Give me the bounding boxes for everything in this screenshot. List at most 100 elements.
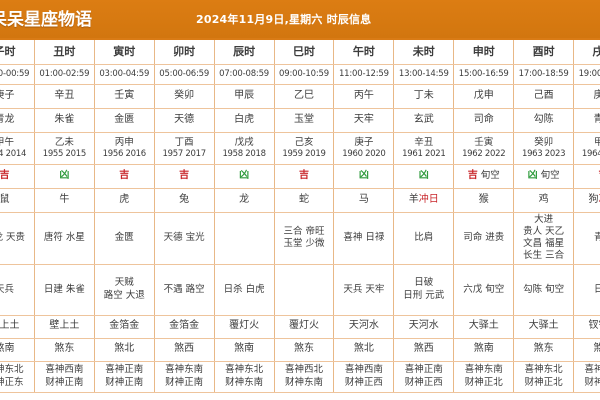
year-list-8: 1962 2022: [462, 149, 506, 160]
table-row: 壁上土壁上土金箔金金箔金覆灯火覆灯火天河水天河水大驿土大驿土钗钏金: [0, 314, 600, 339]
hour-name-cell-5[interactable]: 巳时: [273, 38, 335, 65]
god-direction-cell-1: 喜神西南 财神正南: [33, 360, 95, 393]
bad-star-line: 不遇 路空: [163, 283, 205, 295]
sha-direction-cell-0: 煞南: [0, 337, 35, 362]
nayin-cell-10: 钗钏金: [573, 314, 600, 339]
luck-cell-10: 吉: [573, 164, 600, 189]
hour-name-cell-3[interactable]: 卯时: [153, 38, 215, 65]
zodiac-animal-5: 蛇: [298, 194, 309, 206]
sha-direction-cell-4: 煞南: [213, 337, 275, 362]
zodiac-cell-0: 鼠: [0, 188, 35, 213]
zodiac-animal-8: 猴: [478, 194, 489, 206]
zodiac-cell-2: 虎: [93, 188, 155, 213]
deity-cell-1: 朱雀: [33, 108, 95, 133]
luck-cell-0: 吉: [0, 164, 35, 189]
bad-stars-cell-6: 天兵 天牢: [333, 263, 395, 316]
zodiac-cell-4: 龙: [213, 188, 275, 213]
hour-name-cell-0[interactable]: 子时: [0, 38, 35, 65]
year-ganzhi-3: 丁酉: [174, 136, 194, 148]
time-range-cell-2: 03:00-04:59: [93, 64, 155, 85]
hour-name-cell-2[interactable]: 寅时: [93, 38, 155, 65]
sha-direction-cell-8: 煞南: [453, 337, 515, 362]
hour-name-cell-4[interactable]: 辰时: [213, 38, 275, 65]
bad-star-line: 日杀 白虎: [223, 283, 265, 295]
zodiac-animal-0: 鼠: [0, 194, 10, 206]
nayin-cell-1: 壁上土: [33, 314, 95, 339]
ganzhi-cell-1: 辛丑: [33, 84, 95, 109]
xishen-direction: 喜神西南: [45, 364, 84, 376]
god-direction-cell-2: 喜神正南 财神正南: [93, 360, 155, 393]
year-ganzhi-6: 庚子: [354, 136, 374, 148]
year-pillar-cell-6: 庚子 1960 2020: [333, 132, 395, 165]
year-ganzhi-1: 乙未: [54, 136, 74, 148]
year-pillar-cell-3: 丁酉 1957 2017: [153, 132, 215, 165]
time-range-cell-4: 07:00-08:59: [213, 64, 275, 85]
luck-cell-1: 凶: [33, 164, 95, 189]
year-ganzhi-0: 甲午: [0, 136, 14, 148]
nayin-cell-6: 天河水: [333, 314, 395, 339]
year-ganzhi-2: 丙申: [114, 136, 134, 148]
year-pillar-cell-1: 乙未 1955 2015: [33, 132, 95, 165]
zodiac-animal-7: 羊: [408, 194, 419, 206]
good-star-line: 青龙: [575, 232, 600, 244]
nayin-cell-4: 覆灯火: [213, 314, 275, 339]
god-direction-cell-5: 喜神西北 财神东南: [273, 360, 335, 393]
year-ganzhi-4: 戊戌: [234, 136, 254, 148]
god-direction-cell-4: 喜神东北 财神东南: [213, 360, 275, 393]
bad-stars-cell-4: 日杀 白虎: [213, 263, 275, 316]
ganzhi-cell-4: 甲辰: [213, 84, 275, 109]
deity-cell-0: 青龙: [0, 108, 35, 133]
sha-direction-cell-1: 煞东: [33, 337, 95, 362]
year-pillar-cell-10: 甲辰1964 2024: [573, 132, 600, 165]
site-logo[interactable]: 呆呆星座物语: [0, 10, 92, 30]
hour-name-cell-8[interactable]: 申时: [453, 38, 515, 65]
hour-name-cell-1[interactable]: 丑时: [33, 38, 95, 65]
hour-info-table: 子时丑时寅时卯时辰时巳时午时未时申时酉时戌时23:00-00:5901:00-0…: [0, 38, 600, 393]
bad-star-line: 日建 朱雀: [43, 283, 85, 295]
ganzhi-cell-6: 丙午: [333, 84, 395, 109]
year-ganzhi-10: 甲辰: [575, 137, 600, 149]
good-stars-cell-1: 唐符 水星: [33, 212, 95, 265]
god-direction-cell-7: 喜神正南 财神正西: [393, 360, 455, 393]
luck-badge-0: 吉: [0, 170, 10, 182]
year-list-0: 1954 2014: [0, 149, 27, 160]
xishen-direction: 喜神正南: [404, 364, 443, 376]
table-row: 23:00-00:5901:00-02:5903:00-04:5905:00-0…: [0, 64, 600, 85]
year-pillar-cell-5: 己亥 1959 2019: [273, 132, 335, 165]
deity-cell-6: 天牢: [333, 108, 395, 133]
good-star-line: 三合 帝旺: [283, 226, 325, 238]
ganzhi-cell-8: 戊申: [453, 84, 515, 109]
year-ganzhi-9: 癸卯: [534, 136, 554, 148]
hour-name-cell-10[interactable]: 戌时: [573, 38, 600, 65]
bad-star-line: 日刑: [575, 284, 600, 296]
xishen-direction: 喜神西南: [344, 364, 383, 376]
good-stars-cell-10: 青龙: [573, 212, 600, 265]
good-star-line: 比肩: [414, 232, 434, 244]
app-header-bar: 呆呆星座物语 2024年11月9日,星期六 时辰信息: [0, 0, 600, 38]
zodiac-cell-8: 猴: [453, 188, 515, 213]
luck-badge-4: 凶: [239, 170, 250, 182]
luck-cell-5: 吉: [273, 164, 335, 189]
time-range-cell-0: 23:00-00:59: [0, 64, 35, 85]
caishen-direction: 财神正南: [105, 376, 144, 388]
hour-name-cell-6[interactable]: 午时: [333, 38, 395, 65]
hour-name-cell-9[interactable]: 酉时: [513, 38, 575, 65]
bad-stars-cell-8: 六戊 旬空: [453, 263, 515, 316]
table-row: 鼠牛虎兔龙蛇马羊冲日猴鸡狗冲日: [0, 188, 600, 213]
luck-cell-3: 吉: [153, 164, 215, 189]
luck-badge-2: 吉: [119, 170, 130, 182]
luck-cell-7: 凶: [393, 164, 455, 189]
caishen-direction: 财神正南: [165, 376, 204, 388]
nayin-cell-9: 大驿土: [513, 314, 575, 339]
bad-star-line: 天兵 天牢: [343, 283, 385, 295]
hour-name-cell-7[interactable]: 未时: [393, 38, 455, 65]
good-star-line: 金匮: [114, 232, 134, 244]
zodiac-cell-3: 兔: [153, 188, 215, 213]
luck-badge-10: 吉: [599, 170, 600, 181]
deity-cell-5: 玉堂: [273, 108, 335, 133]
zodiac-cell-10: 狗冲日: [573, 188, 600, 213]
year-ganzhi-5: 己亥: [294, 136, 314, 148]
nayin-cell-2: 金箔金: [93, 314, 155, 339]
